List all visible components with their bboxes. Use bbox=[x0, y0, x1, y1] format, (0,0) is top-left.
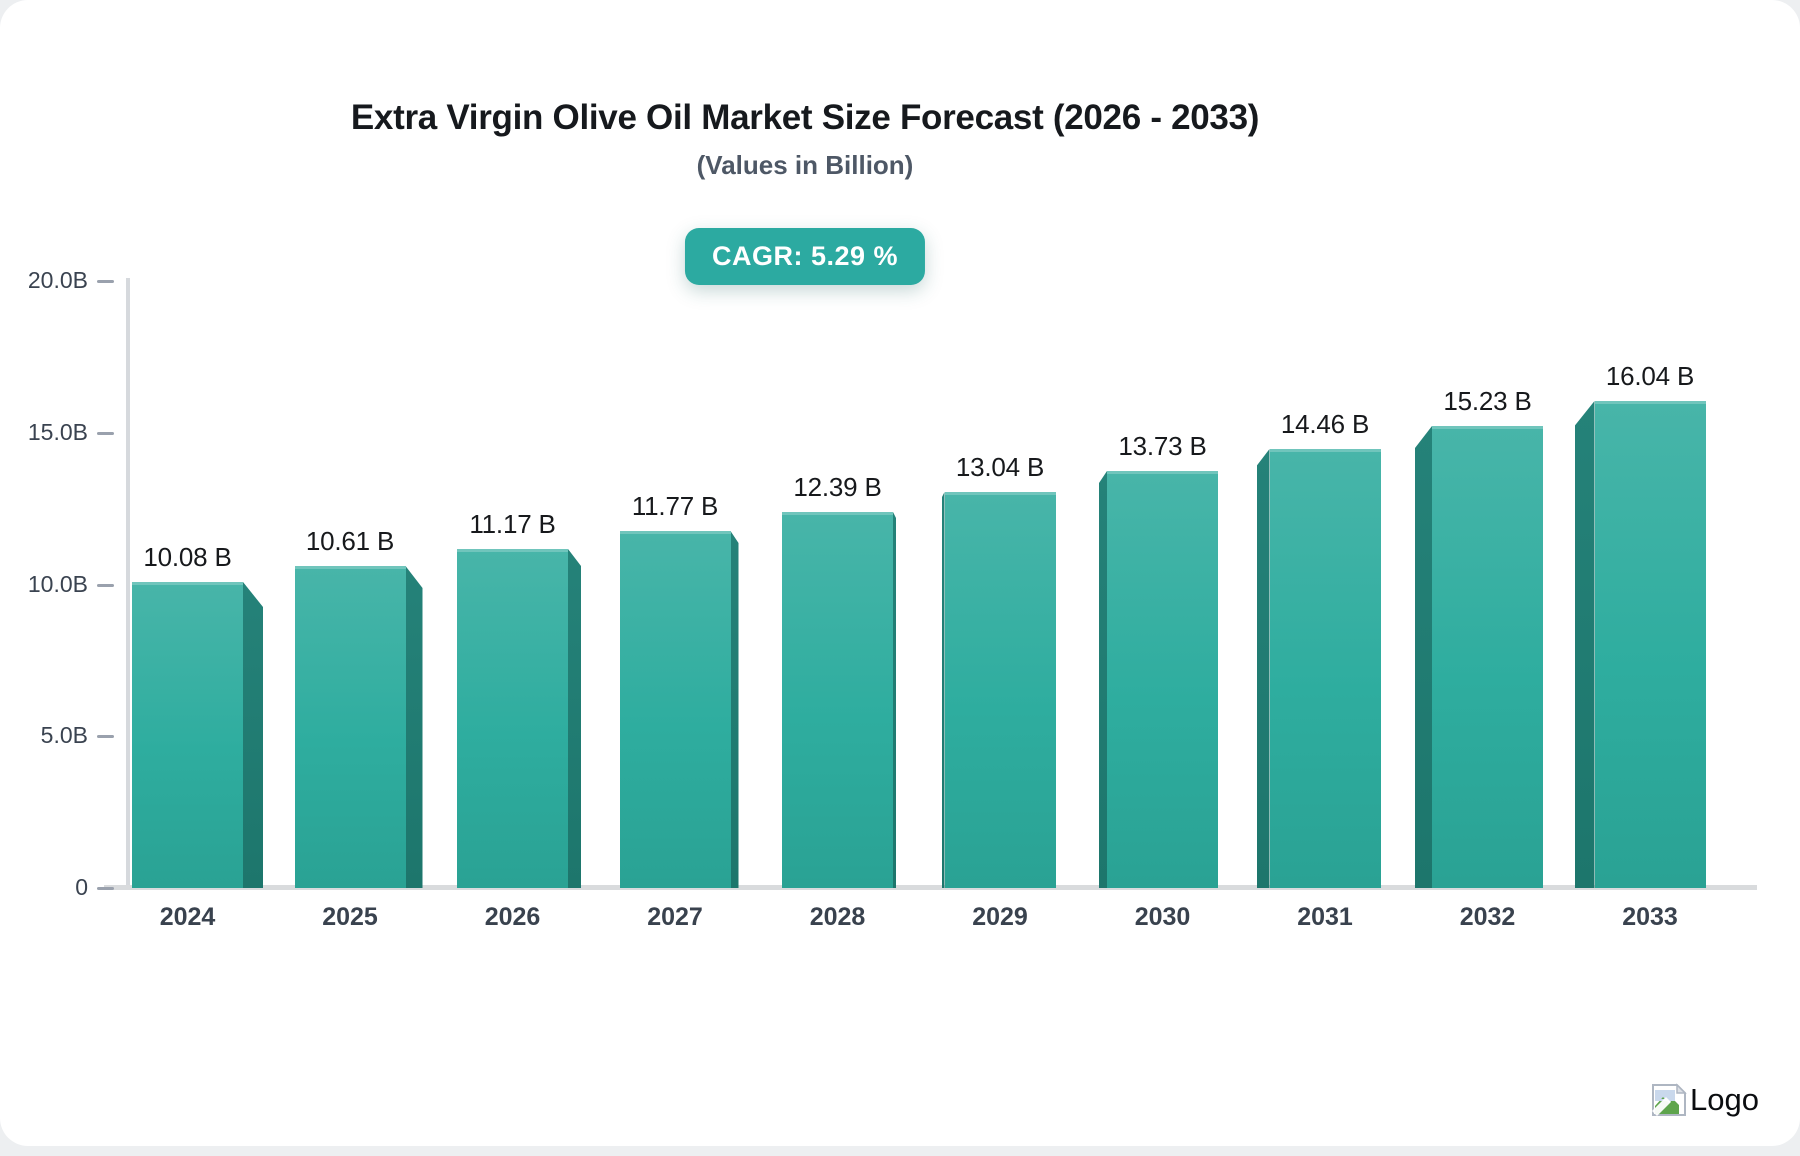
bar-value-label: 11.77 B bbox=[631, 491, 719, 521]
x-axis-category-label: 2033 bbox=[1622, 903, 1678, 931]
x-axis-category-label: 2032 bbox=[1459, 903, 1516, 931]
bar-value-label: 16.04 B bbox=[1605, 361, 1695, 391]
y-tick-mark bbox=[97, 583, 114, 587]
y-tick-label: 10.0B bbox=[27, 570, 88, 597]
bar-front-face bbox=[944, 492, 1056, 888]
x-axis-category-label: 2024 bbox=[159, 903, 216, 931]
y-tick-mark bbox=[97, 431, 114, 435]
logo-text: Logo bbox=[1690, 1082, 1759, 1117]
bar bbox=[132, 582, 263, 888]
bar-value-label: 13.73 B bbox=[1118, 431, 1207, 461]
bar-side-face bbox=[941, 492, 945, 888]
bar-value-label: 10.08 B bbox=[143, 542, 232, 572]
y-tick-label: 0 bbox=[75, 874, 88, 900]
cagr-badge: CAGR: 5.29 % bbox=[684, 228, 926, 285]
bar-value-label: 13.04 B bbox=[955, 452, 1045, 482]
y-tick-label: 20.0B bbox=[27, 267, 88, 293]
bar-value-label: 15.23 B bbox=[1443, 386, 1532, 416]
bar-front-face bbox=[1594, 401, 1706, 888]
bar bbox=[619, 531, 739, 888]
y-tick-mark bbox=[97, 887, 114, 890]
bar-side-face bbox=[405, 566, 423, 888]
bar-value-label: 10.61 B bbox=[305, 526, 395, 556]
bar-side-face bbox=[568, 549, 581, 888]
bar-value-label: 14.46 B bbox=[1280, 409, 1370, 439]
bar-front-face bbox=[782, 512, 893, 888]
bar bbox=[1256, 449, 1381, 888]
bar bbox=[941, 492, 1056, 888]
bar bbox=[1415, 426, 1543, 888]
chart-title: Extra Virgin Olive Oil Market Size Forec… bbox=[350, 98, 1260, 137]
x-axis-category-label: 2025 bbox=[322, 903, 378, 931]
bar bbox=[1099, 471, 1218, 888]
bar bbox=[782, 512, 896, 888]
x-axis-line bbox=[104, 885, 1757, 890]
bar-side-face bbox=[1099, 471, 1107, 888]
bar-value-label: 12.39 B bbox=[793, 472, 882, 502]
x-axis-category-label: 2029 bbox=[972, 903, 1028, 931]
broken-image-icon bbox=[1652, 1083, 1687, 1116]
bar-side-face bbox=[243, 582, 263, 888]
bar-front-face bbox=[1269, 449, 1381, 888]
bar-front-face bbox=[457, 549, 568, 888]
x-axis-category-label: 2028 bbox=[809, 903, 866, 931]
bar-value-label: 11.17 B bbox=[469, 509, 556, 539]
y-tick-mark bbox=[97, 280, 114, 283]
bar bbox=[457, 549, 581, 888]
bar-front-face bbox=[294, 566, 406, 888]
x-axis-category-label: 2031 bbox=[1297, 903, 1353, 931]
x-axis-category-label: 2026 bbox=[484, 903, 541, 931]
bar-front-face bbox=[619, 531, 731, 888]
y-tick-mark bbox=[97, 735, 114, 739]
x-axis-category-label: 2030 bbox=[1134, 903, 1191, 931]
y-axis-line bbox=[126, 278, 130, 888]
x-axis-category-label: 2027 bbox=[647, 903, 703, 931]
chart-subtitle: (Values in Billion) bbox=[696, 150, 914, 180]
bar-side-face bbox=[893, 512, 896, 888]
bar-front-face bbox=[1432, 426, 1543, 888]
bar-front-face bbox=[132, 582, 243, 888]
bar-front-face bbox=[1107, 471, 1218, 888]
bar-side-face bbox=[1574, 401, 1595, 888]
y-tick-label: 15.0B bbox=[27, 418, 88, 445]
bar-side-face bbox=[1256, 449, 1270, 888]
bar bbox=[294, 566, 423, 888]
bar-side-face bbox=[730, 531, 739, 888]
bar-side-face bbox=[1415, 426, 1432, 888]
logo: Logo bbox=[1650, 1082, 1759, 1118]
bar bbox=[1574, 401, 1706, 888]
y-tick-label: 5.0B bbox=[40, 722, 88, 749]
